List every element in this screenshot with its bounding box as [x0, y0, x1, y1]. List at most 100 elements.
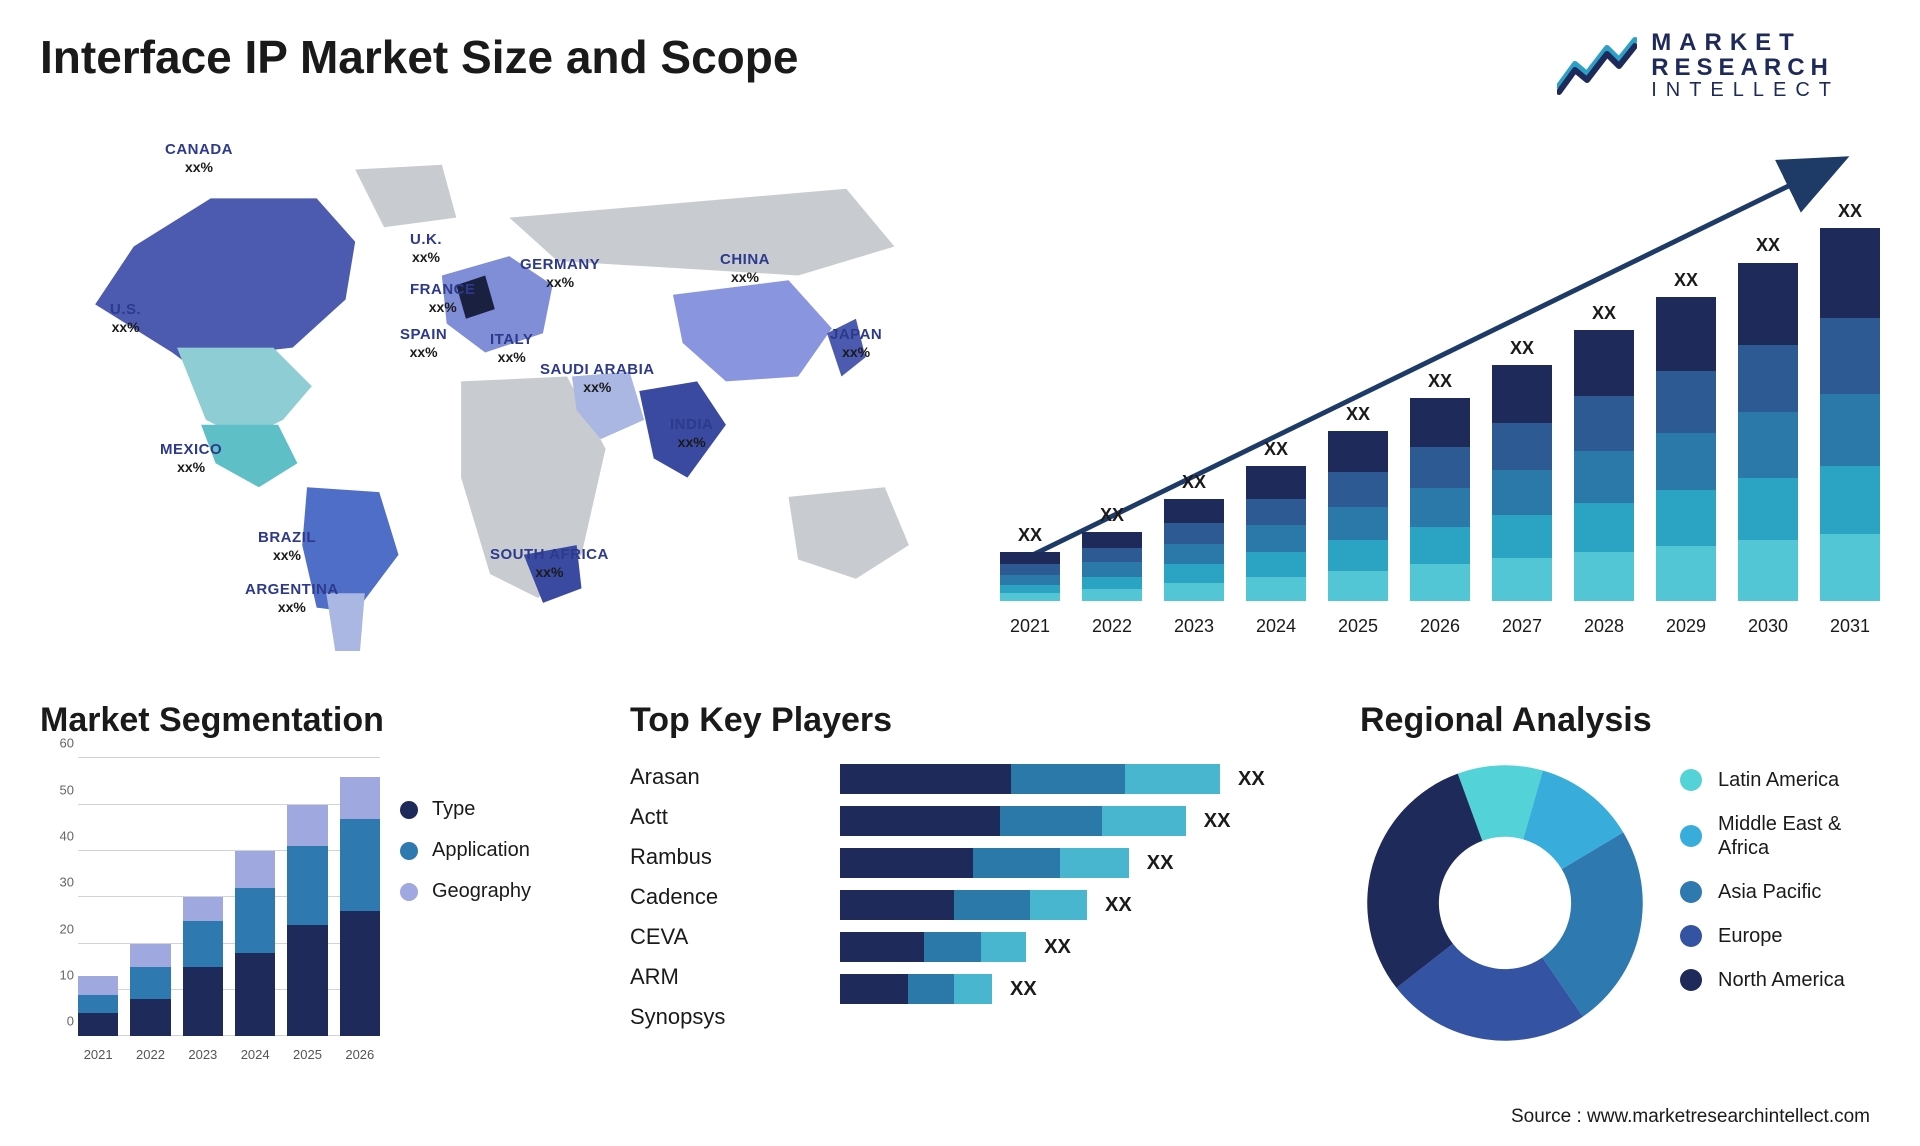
player-name: Actt: [630, 804, 810, 830]
seg-ytick: 50: [40, 782, 74, 797]
growth-seg: [1656, 433, 1716, 491]
map-label-u-s-: U.S.xx%: [110, 301, 141, 334]
growth-seg: [1738, 540, 1798, 602]
player-seg: [1030, 890, 1087, 920]
seg-ytick: 60: [40, 736, 74, 751]
player-name: ARM: [630, 964, 810, 990]
growth-seg: [1246, 499, 1306, 526]
growth-seg: [1820, 394, 1880, 466]
seg-segment: [287, 846, 327, 925]
seg-legend-item: Geography: [400, 880, 531, 903]
legend-label: Latin America: [1718, 768, 1839, 792]
player-seg: [840, 848, 973, 878]
growth-seg: [1000, 593, 1060, 601]
players-list: ArasanActtRambusCadenceCEVAARMSynopsys: [630, 758, 810, 1030]
growth-year-label: 2029: [1656, 616, 1716, 637]
growth-seg: [1000, 552, 1060, 564]
growth-seg: [1574, 396, 1634, 451]
seg-segment: [340, 819, 380, 912]
growth-seg: [1082, 548, 1142, 562]
map-region-au: [789, 488, 909, 579]
segmentation-title: Market Segmentation: [40, 701, 600, 740]
seg-segment: [78, 1013, 118, 1036]
growth-year-label: 2022: [1082, 616, 1142, 637]
regional-donut: [1360, 758, 1650, 1048]
legend-label: Asia Pacific: [1718, 880, 1821, 904]
growth-seg: [1492, 423, 1552, 470]
seg-segment: [183, 967, 223, 1037]
player-bar-row: XX: [840, 974, 1330, 1004]
growth-seg: [1820, 534, 1880, 602]
player-bar-row: XX: [840, 932, 1330, 962]
growth-year-label: 2031: [1820, 616, 1880, 637]
players-title: Top Key Players: [630, 701, 1330, 740]
map-label-mexico: MEXICOxx%: [160, 441, 222, 474]
growth-value-label: XX: [1674, 270, 1698, 291]
seg-year-label: 2023: [183, 1047, 223, 1062]
growth-seg: [1410, 398, 1470, 447]
brand-line2: RESEARCH: [1651, 55, 1840, 80]
seg-bar-2022: [130, 944, 170, 1037]
region-legend-item: Asia Pacific: [1680, 880, 1878, 904]
player-seg: [840, 806, 1000, 836]
player-name: Arasan: [630, 764, 810, 790]
growth-year-label: 2026: [1410, 616, 1470, 637]
player-seg: [924, 932, 981, 962]
growth-bar-2025: XX: [1328, 404, 1388, 601]
growth-seg: [1820, 228, 1880, 318]
seg-segment: [287, 925, 327, 1036]
segmentation-legend: TypeApplicationGeography: [400, 758, 531, 1068]
player-value-label: XX: [1204, 810, 1231, 833]
growth-seg: [1574, 503, 1634, 552]
legend-label: Middle East & Africa: [1718, 812, 1878, 860]
growth-seg: [1656, 490, 1716, 545]
player-seg: [840, 764, 1011, 794]
regional-legend: Latin America Middle East & Africa Asia Pa…: [1680, 758, 1878, 992]
player-seg: [840, 974, 908, 1004]
region-legend-item: Middle East & Africa: [1680, 812, 1878, 860]
growth-seg: [1164, 583, 1224, 601]
seg-segment: [235, 851, 275, 888]
growth-seg: [1410, 447, 1470, 488]
seg-bar-2024: [235, 851, 275, 1036]
legend-dot-icon: [1680, 769, 1702, 791]
growth-seg: [1246, 577, 1306, 602]
legend-label: North America: [1718, 968, 1845, 992]
growth-value-label: XX: [1510, 338, 1534, 359]
legend-dot-icon: [1680, 825, 1702, 847]
player-seg: [840, 932, 924, 962]
seg-ytick: 10: [40, 968, 74, 983]
map-label-germany: GERMANYxx%: [520, 256, 600, 289]
growth-seg: [1246, 552, 1306, 577]
growth-seg: [1082, 562, 1142, 576]
seg-segment: [287, 805, 327, 847]
player-seg: [954, 974, 992, 1004]
growth-value-label: XX: [1264, 439, 1288, 460]
legend-label: Europe: [1718, 924, 1783, 948]
region-legend-item: North America: [1680, 968, 1878, 992]
growth-seg: [1656, 546, 1716, 601]
seg-segment: [130, 967, 170, 999]
seg-year-label: 2021: [78, 1047, 118, 1062]
brand-text: MARKET RESEARCH INTELLECT: [1651, 30, 1840, 101]
growth-seg: [1328, 540, 1388, 571]
growth-bar-2026: XX: [1410, 371, 1470, 601]
growth-seg: [1164, 499, 1224, 524]
legend-dot-icon: [1680, 969, 1702, 991]
growth-seg: [1738, 263, 1798, 345]
seg-segment: [235, 953, 275, 1036]
growth-seg: [1328, 431, 1388, 472]
bottom-row: Market Segmentation 20212022202320242025…: [40, 701, 1880, 1068]
source-attribution: Source : www.marketresearchintellect.com: [1511, 1106, 1870, 1128]
map-label-india: INDIAxx%: [670, 416, 713, 449]
growth-value-label: XX: [1838, 201, 1862, 222]
seg-bar-2025: [287, 805, 327, 1037]
map-label-saudi-arabia: SAUDI ARABIAxx%: [540, 361, 655, 394]
growth-seg: [1246, 525, 1306, 552]
player-name: Rambus: [630, 844, 810, 870]
growth-year-label: 2023: [1164, 616, 1224, 637]
growth-year-label: 2021: [1000, 616, 1060, 637]
growth-seg: [1082, 532, 1142, 548]
growth-seg: [1164, 564, 1224, 582]
brand-mark-icon: [1557, 36, 1637, 96]
